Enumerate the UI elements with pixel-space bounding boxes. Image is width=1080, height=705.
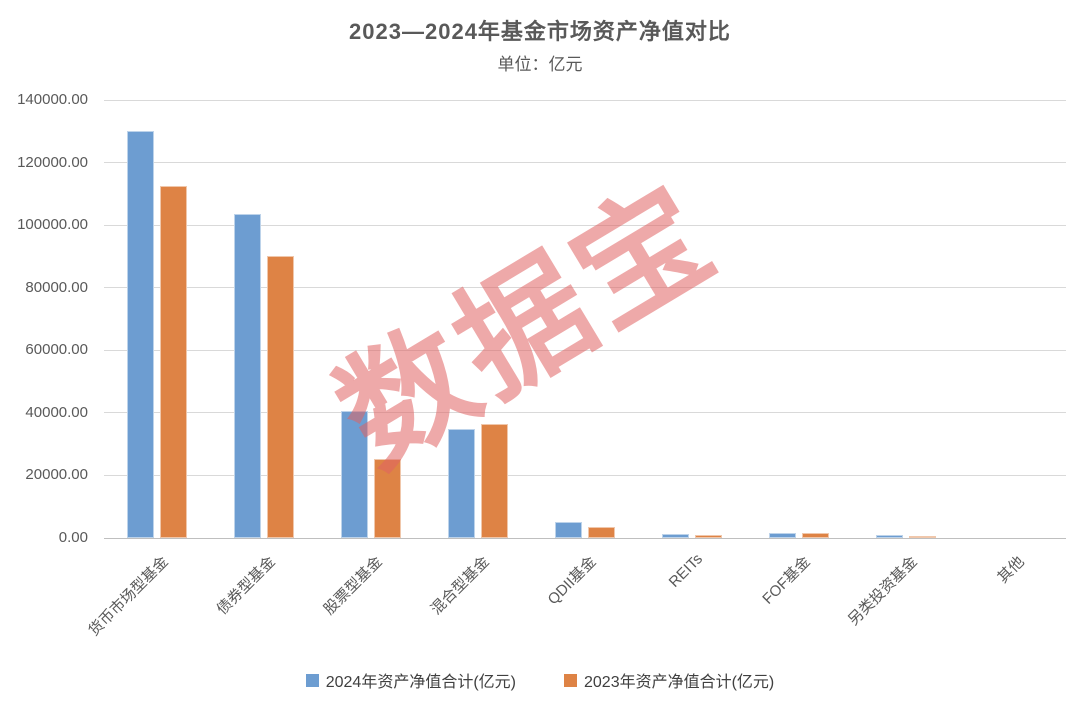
y-tick-label: 120000.00 (17, 153, 88, 171)
legend: 2024年资产净值合计(亿元) 2023年资产净值合计(亿元) (0, 668, 1080, 692)
legend-item: 2024年资产净值合计(亿元) (305, 668, 516, 692)
x-category-label: 债券型基金 (213, 553, 280, 619)
bar-series1-FOF基金 (768, 533, 796, 538)
gridline (104, 349, 1066, 351)
gridline (104, 224, 1066, 226)
gridline (104, 412, 1066, 414)
chart-subtitle: 单位：亿元 (497, 55, 583, 74)
legend-swatch-icon (305, 673, 319, 687)
gridline (104, 162, 1066, 164)
x-category-label: REITs (665, 550, 706, 591)
bar-series2-债券型基金 (267, 256, 295, 538)
y-tick-label: 0.00 (58, 529, 88, 546)
chart-title: 2023—2024年基金市场资产净值对比 (349, 19, 731, 44)
bar-series2-FOF基金 (801, 532, 829, 538)
bar-series2-另类投资基金 (908, 536, 936, 538)
x-category-label: 其他 (994, 553, 1028, 587)
x-category-label: 货币市场型基金 (85, 553, 173, 640)
bar-series1-QDII基金 (555, 522, 582, 538)
bar-series1-混合型基金 (448, 429, 476, 538)
x-category-label: 股票型基金 (320, 553, 386, 619)
legend-swatch-icon (564, 673, 577, 687)
bar-series2-货币市场型基金 (160, 186, 188, 538)
x-category-label: 混合型基金 (427, 553, 493, 619)
bar-series2-QDII基金 (588, 526, 615, 538)
gridline (104, 99, 1066, 101)
bar-series1-股票型基金 (341, 410, 369, 538)
y-tick-label: 60000.00 (25, 341, 88, 359)
bar-series1-REITs (661, 533, 689, 538)
legend-item: 2023年资产净值合计(亿元) (564, 668, 774, 692)
y-tick-label: 80000.00 (25, 278, 88, 296)
y-tick-label: 20000.00 (25, 466, 88, 484)
bar-series1-货币市场型基金 (127, 130, 155, 538)
bar-series1-债券型基金 (234, 213, 262, 538)
bar-series1-另类投资基金 (875, 535, 903, 538)
plot-area (104, 99, 1066, 539)
legend-label: 2023年资产净值合计(亿元) (584, 674, 775, 691)
bar-series2-REITs (694, 534, 722, 538)
y-tick-label: 100000.00 (17, 216, 88, 234)
x-category-label: QDII基金 (544, 553, 600, 609)
x-category-label: 另类投资基金 (844, 553, 921, 629)
x-category-label: FOF基金 (759, 553, 814, 608)
gridline (104, 474, 1066, 476)
bar-series2-股票型基金 (374, 458, 402, 538)
gridline (104, 287, 1066, 289)
bar-series2-混合型基金 (481, 423, 509, 538)
y-tick-label: 40000.00 (25, 403, 88, 421)
x-axis-line (104, 537, 1066, 539)
y-tick-label: 140000.00 (17, 91, 88, 108)
legend-label: 2024年资产净值合计(亿元) (325, 674, 516, 691)
